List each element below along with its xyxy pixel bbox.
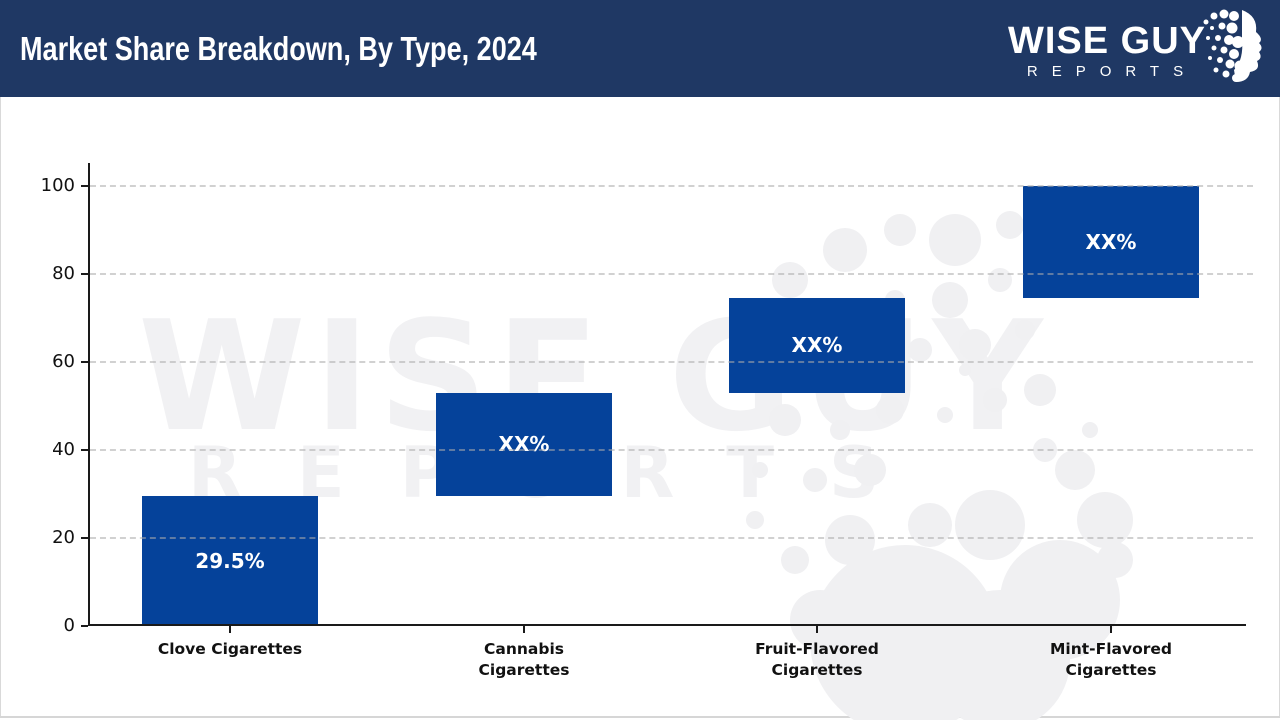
logo-face-icon [1203, 9, 1262, 82]
bar-value-label: 29.5% [195, 549, 265, 574]
watermark-face-dots [746, 211, 1133, 720]
y-tick-40 [81, 449, 88, 451]
y-tick-label-20: 20 [52, 527, 75, 548]
y-tick-label-40: 40 [52, 439, 75, 460]
y-axis-line [88, 163, 90, 626]
gridline-60 [90, 361, 1253, 363]
logo-wordmark: WISE GUY [1007, 20, 1206, 62]
x-tick-1 [523, 626, 525, 633]
y-tick-100 [81, 185, 88, 187]
x-tick-2 [816, 626, 818, 633]
x-category-label: Fruit-Flavored Cigarettes [755, 640, 879, 679]
x-category-label: Cannabis Cigarettes [478, 640, 570, 679]
x-tick-3 [1110, 626, 1112, 633]
bar-segment: XX% [729, 298, 905, 393]
bar-value-label: XX% [1085, 230, 1137, 255]
gridline-20 [90, 537, 1253, 539]
y-tick-label-60: 60 [52, 351, 75, 372]
y-tick-label-80: 80 [52, 263, 75, 284]
logo-subtext: REPORTS [1026, 63, 1198, 80]
gridline-40 [90, 449, 1253, 451]
y-tick-0 [81, 625, 88, 627]
bar-segment: XX% [436, 392, 612, 497]
header-bar: Market Share Breakdown, By Type, 2024 WI… [0, 0, 1280, 97]
x-category-label: Mint-Flavored Cigarettes [1050, 640, 1172, 679]
gridline-100 [90, 185, 1253, 187]
y-tick-80 [81, 273, 88, 275]
chart-title: Market Share Breakdown, By Type, 2024 [20, 29, 537, 67]
x-category-label: Clove Cigarettes [157, 640, 303, 658]
x-tick-0 [229, 626, 231, 633]
y-tick-60 [81, 361, 88, 363]
y-tick-20 [81, 537, 88, 539]
bar-value-label: XX% [498, 432, 550, 457]
y-tick-label-0: 0 [63, 615, 75, 636]
bottom-rule [0, 716, 1280, 718]
y-tick-label-100: 100 [40, 175, 75, 196]
bar-segment: 29.5% [142, 496, 318, 626]
bar-value-label: XX% [791, 333, 843, 358]
bar-segment: XX% [1023, 186, 1199, 299]
wise-guy-logo: WISE GUY REPORTS [1008, 8, 1264, 90]
x-axis-line [88, 624, 1246, 626]
gridline-80 [90, 273, 1253, 275]
